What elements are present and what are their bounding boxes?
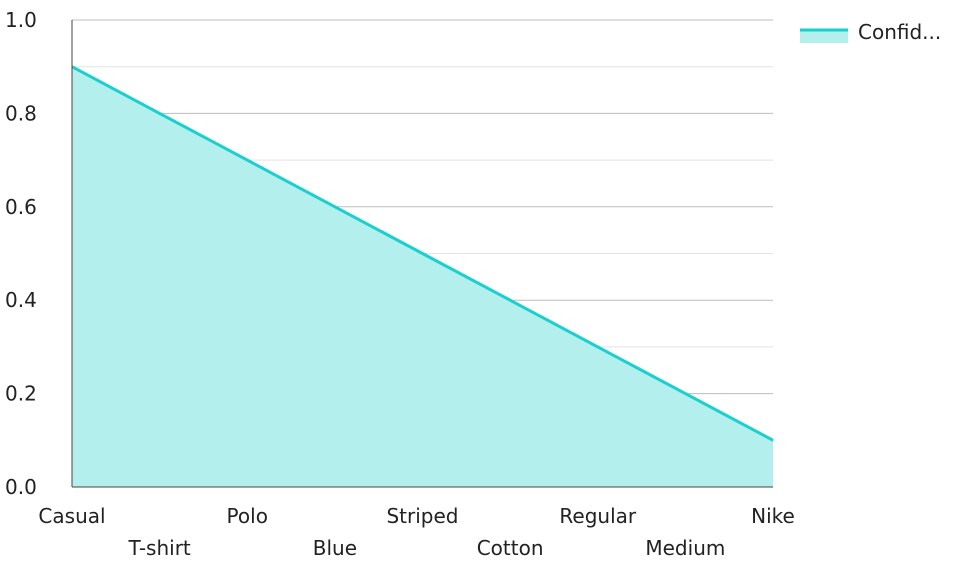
data-point (684, 393, 686, 395)
x-tick-label: T-shirt (127, 536, 190, 560)
x-tick-label: Cotton (477, 536, 544, 560)
legend-label: Confid... (858, 20, 941, 44)
data-point (422, 253, 423, 254)
y-axis-tick-labels: 0.0 0.2 0.4 0.6 0.8 1.0 (5, 8, 37, 499)
data-point (772, 439, 774, 441)
y-tick-label: 0.4 (5, 288, 37, 312)
data-point (509, 299, 511, 301)
x-tick-label: Striped (386, 504, 458, 528)
data-point (159, 112, 161, 114)
x-tick-label: Regular (559, 504, 636, 528)
series-area-layer (71, 65, 774, 487)
x-tick-label: Polo (227, 504, 268, 528)
y-tick-label: 1.0 (5, 8, 37, 32)
axes (71, 20, 773, 488)
data-point (334, 206, 336, 208)
x-axis-tick-labels: Casual T-shirt Polo Blue Striped Cotton Regula… (38, 504, 794, 560)
y-tick-label: 0.0 (5, 475, 37, 499)
legend-swatch (800, 29, 848, 43)
y-tick-label: 0.8 (5, 101, 37, 125)
series-area-fill (72, 66, 773, 487)
data-point (597, 346, 599, 348)
data-point (246, 159, 248, 161)
x-tick-label: Blue (313, 536, 357, 560)
x-tick-label: Casual (38, 504, 105, 528)
y-tick-label: 0.2 (5, 382, 37, 406)
y-tick-label: 0.6 (5, 195, 37, 219)
legend[interactable]: Confid... (800, 20, 941, 44)
x-tick-label: Nike (751, 504, 795, 528)
x-tick-label: Medium (645, 536, 725, 560)
